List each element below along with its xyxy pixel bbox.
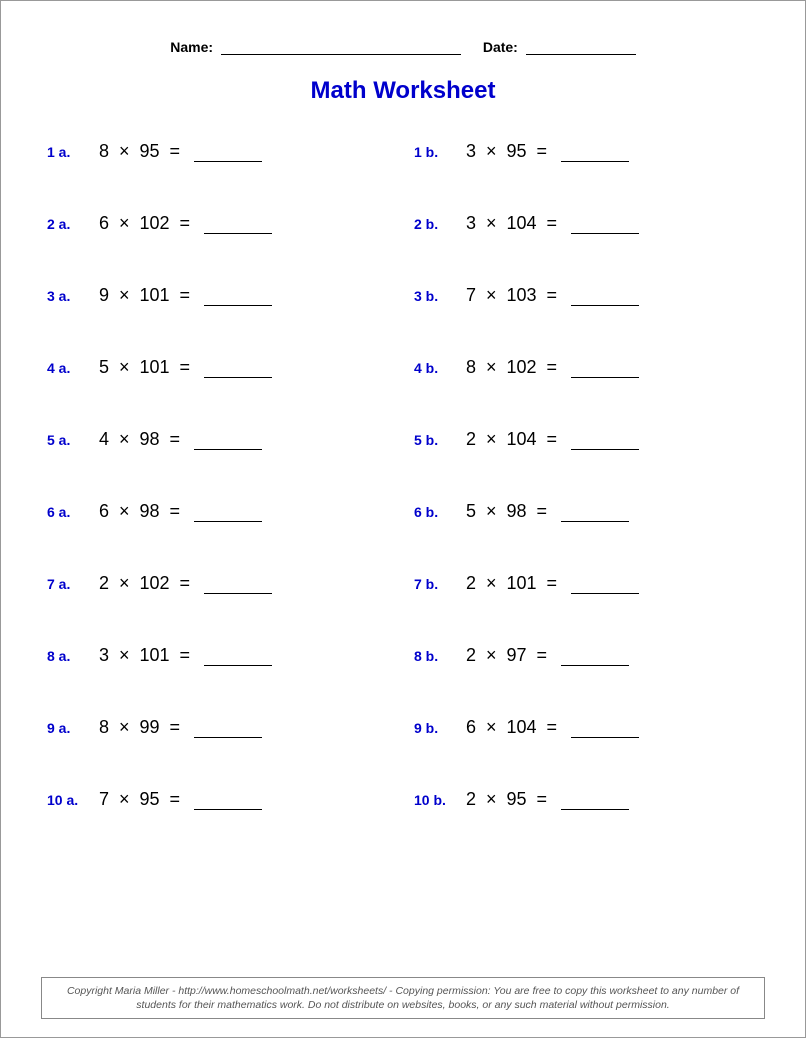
problem-row: 7 b.2 × 101 = [408, 565, 765, 637]
problem-expression: 3 × 101 = [99, 645, 272, 666]
header-row: Name: Date: [41, 39, 765, 55]
answer-blank[interactable] [194, 435, 262, 450]
date-label: Date: [483, 39, 518, 55]
problem-row: 1 b.3 × 95 = [408, 133, 765, 205]
problem-expression: 5 × 101 = [99, 357, 272, 378]
problem-label: 5 a. [41, 432, 99, 448]
answer-blank[interactable] [204, 291, 272, 306]
problem-row: 7 a.2 × 102 = [41, 565, 398, 637]
problem-row: 9 a.8 × 99 = [41, 709, 398, 781]
answer-blank[interactable] [204, 579, 272, 594]
problem-row: 2 b.3 × 104 = [408, 205, 765, 277]
problem-row: 4 b.8 × 102 = [408, 349, 765, 421]
problem-row: 10 b.2 × 95 = [408, 781, 765, 853]
problem-expression: 6 × 102 = [99, 213, 272, 234]
answer-blank[interactable] [561, 651, 629, 666]
problem-label: 7 b. [408, 576, 466, 592]
answer-blank[interactable] [561, 507, 629, 522]
problem-expression: 6 × 98 = [99, 501, 262, 522]
answer-blank[interactable] [194, 147, 262, 162]
problem-expression: 2 × 101 = [466, 573, 639, 594]
problem-label: 8 a. [41, 648, 99, 664]
answer-blank[interactable] [571, 723, 639, 738]
problem-expression: 2 × 102 = [99, 573, 272, 594]
problem-label: 10 a. [41, 792, 99, 808]
copyright-footer: Copyright Maria Miller - http://www.home… [41, 977, 765, 1019]
problem-label: 1 a. [41, 144, 99, 160]
problem-expression: 8 × 102 = [466, 357, 639, 378]
problem-label: 7 a. [41, 576, 99, 592]
problem-expression: 8 × 99 = [99, 717, 262, 738]
problem-expression: 3 × 95 = [466, 141, 629, 162]
answer-blank[interactable] [194, 723, 262, 738]
problem-row: 5 b.2 × 104 = [408, 421, 765, 493]
problem-label: 2 b. [408, 216, 466, 232]
problem-expression: 2 × 95 = [466, 789, 629, 810]
problem-row: 9 b.6 × 104 = [408, 709, 765, 781]
problem-expression: 2 × 104 = [466, 429, 639, 450]
problem-label: 6 a. [41, 504, 99, 520]
problem-expression: 9 × 101 = [99, 285, 272, 306]
problem-label: 9 b. [408, 720, 466, 736]
answer-blank[interactable] [571, 579, 639, 594]
problem-expression: 8 × 95 = [99, 141, 262, 162]
problem-label: 2 a. [41, 216, 99, 232]
problem-row: 1 a.8 × 95 = [41, 133, 398, 205]
problem-label: 4 b. [408, 360, 466, 376]
problem-expression: 5 × 98 = [466, 501, 629, 522]
problem-label: 6 b. [408, 504, 466, 520]
problem-label: 9 a. [41, 720, 99, 736]
problem-label: 3 a. [41, 288, 99, 304]
problem-row: 10 a.7 × 95 = [41, 781, 398, 853]
answer-blank[interactable] [571, 291, 639, 306]
problem-label: 4 a. [41, 360, 99, 376]
answer-blank[interactable] [194, 795, 262, 810]
answer-blank[interactable] [571, 363, 639, 378]
problem-expression: 3 × 104 = [466, 213, 639, 234]
worksheet-title: Math Worksheet [41, 77, 765, 105]
answer-blank[interactable] [204, 219, 272, 234]
problem-row: 8 a.3 × 101 = [41, 637, 398, 709]
problem-expression: 2 × 97 = [466, 645, 629, 666]
problem-label: 1 b. [408, 144, 466, 160]
problem-expression: 7 × 103 = [466, 285, 639, 306]
worksheet-page: Name: Date: Math Worksheet 1 a.8 × 95 = … [0, 0, 806, 1038]
problem-label: 5 b. [408, 432, 466, 448]
problem-row: 6 a.6 × 98 = [41, 493, 398, 565]
problem-row: 6 b.5 × 98 = [408, 493, 765, 565]
answer-blank[interactable] [561, 795, 629, 810]
answer-blank[interactable] [204, 363, 272, 378]
name-blank[interactable] [221, 41, 461, 55]
problem-row: 2 a.6 × 102 = [41, 205, 398, 277]
answer-blank[interactable] [561, 147, 629, 162]
problem-expression: 7 × 95 = [99, 789, 262, 810]
answer-blank[interactable] [571, 219, 639, 234]
answer-blank[interactable] [571, 435, 639, 450]
problem-row: 5 a.4 × 98 = [41, 421, 398, 493]
problem-row: 3 b.7 × 103 = [408, 277, 765, 349]
answer-blank[interactable] [194, 507, 262, 522]
problem-label: 3 b. [408, 288, 466, 304]
name-label: Name: [170, 39, 213, 55]
problem-row: 8 b.2 × 97 = [408, 637, 765, 709]
problem-grid: 1 a.8 × 95 = 1 b.3 × 95 = 2 a.6 × 102 = … [41, 133, 765, 853]
problem-row: 4 a.5 × 101 = [41, 349, 398, 421]
problem-row: 3 a.9 × 101 = [41, 277, 398, 349]
date-blank[interactable] [526, 41, 636, 55]
problem-expression: 6 × 104 = [466, 717, 639, 738]
problem-label: 8 b. [408, 648, 466, 664]
answer-blank[interactable] [204, 651, 272, 666]
problem-expression: 4 × 98 = [99, 429, 262, 450]
problem-label: 10 b. [408, 792, 466, 808]
